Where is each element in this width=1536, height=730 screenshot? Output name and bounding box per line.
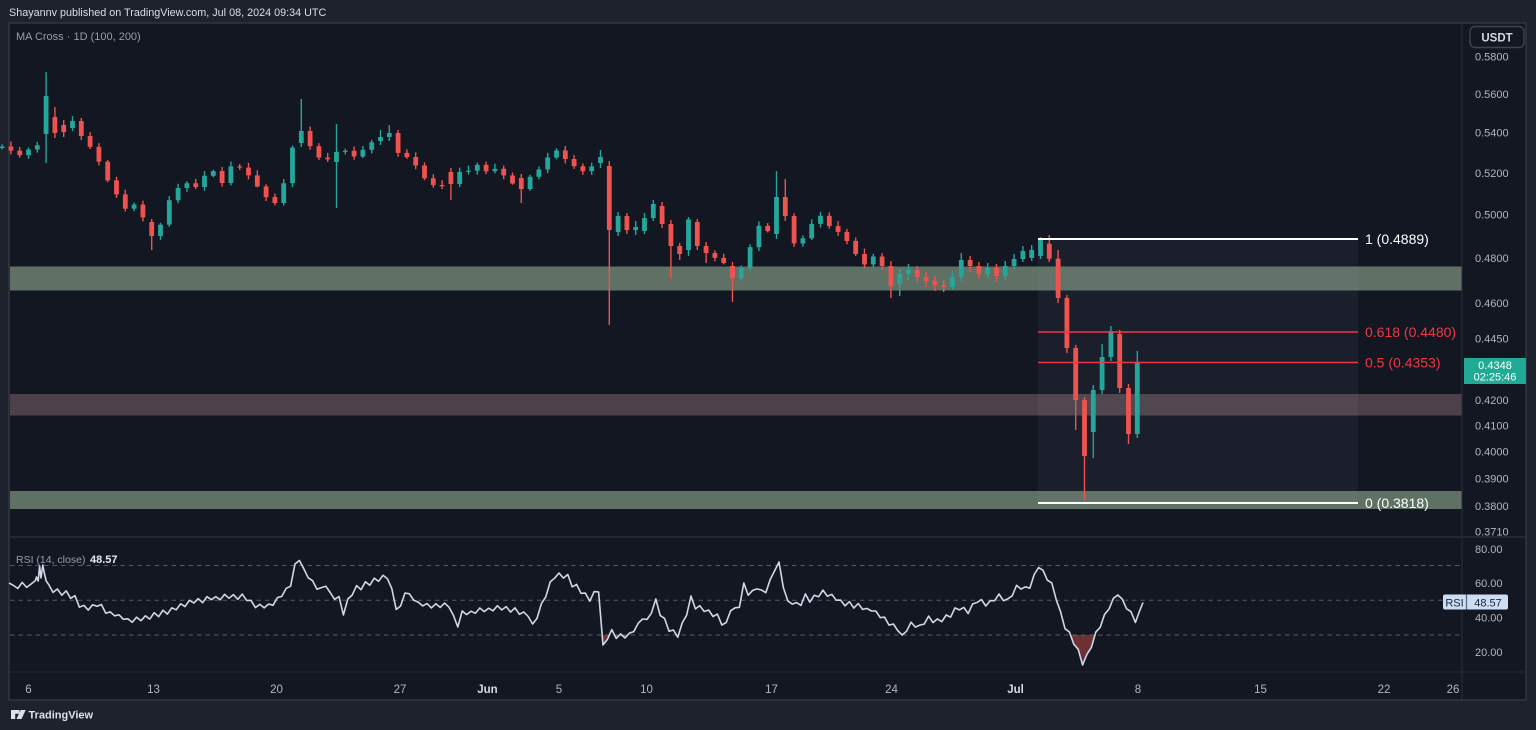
svg-text:8: 8 — [1135, 684, 1141, 696]
svg-text:0.618 (0.4480): 0.618 (0.4480) — [1365, 324, 1456, 340]
svg-text:0.4100: 0.4100 — [1475, 420, 1509, 432]
svg-text:0.5000: 0.5000 — [1475, 210, 1509, 222]
svg-text:0.5400: 0.5400 — [1475, 128, 1509, 140]
svg-text:15: 15 — [1254, 684, 1267, 696]
svg-text:26: 26 — [1447, 684, 1460, 696]
svg-text:0.3900: 0.3900 — [1475, 474, 1509, 486]
svg-text:24: 24 — [885, 684, 898, 696]
svg-text:48.57: 48.57 — [1474, 597, 1502, 609]
svg-text:0.5200: 0.5200 — [1475, 168, 1509, 180]
svg-text:10: 10 — [640, 684, 653, 696]
svg-text:0.4800: 0.4800 — [1475, 253, 1509, 265]
svg-text:Jul: Jul — [1007, 684, 1024, 696]
svg-text:0.4348: 0.4348 — [1478, 360, 1512, 372]
svg-text:17: 17 — [765, 684, 778, 696]
svg-text:TradingView: TradingView — [29, 710, 94, 722]
svg-text:40.00: 40.00 — [1475, 613, 1503, 625]
svg-text:0 (0.3818): 0 (0.3818) — [1365, 495, 1429, 511]
svg-text:Shayannv published on TradingV: Shayannv published on TradingView.com, J… — [9, 7, 327, 19]
svg-text:Jun: Jun — [477, 684, 497, 696]
svg-text:0.4450: 0.4450 — [1475, 333, 1509, 345]
svg-text:80.00: 80.00 — [1475, 544, 1503, 556]
svg-text:0.3710: 0.3710 — [1475, 527, 1509, 539]
svg-text:13: 13 — [147, 684, 160, 696]
svg-text:MA Cross · 1D (100, 200): MA Cross · 1D (100, 200) — [16, 31, 141, 43]
svg-text:0.4600: 0.4600 — [1475, 298, 1509, 310]
svg-text:5: 5 — [556, 684, 562, 696]
svg-text:0.3800: 0.3800 — [1475, 501, 1509, 513]
svg-text:1 (0.4889): 1 (0.4889) — [1365, 231, 1429, 247]
svg-text:0.5 (0.4353): 0.5 (0.4353) — [1365, 354, 1441, 370]
svg-text:USDT: USDT — [1481, 33, 1512, 45]
svg-text:48.57: 48.57 — [90, 554, 118, 566]
svg-text:20: 20 — [270, 684, 283, 696]
svg-text:02:25:46: 02:25:46 — [1474, 372, 1517, 384]
svg-text:60.00: 60.00 — [1475, 578, 1503, 590]
svg-text:RSI (14, close): RSI (14, close) — [16, 554, 85, 566]
svg-text:RSI: RSI — [1445, 597, 1463, 609]
svg-text:6: 6 — [25, 684, 31, 696]
svg-text:27: 27 — [394, 684, 407, 696]
svg-text:20.00: 20.00 — [1475, 647, 1503, 659]
svg-text:0.5600: 0.5600 — [1475, 89, 1509, 101]
svg-text:0.5800: 0.5800 — [1475, 52, 1509, 64]
svg-text:0.4000: 0.4000 — [1475, 447, 1509, 459]
svg-text:0.4200: 0.4200 — [1475, 395, 1509, 407]
svg-text:22: 22 — [1378, 684, 1391, 696]
